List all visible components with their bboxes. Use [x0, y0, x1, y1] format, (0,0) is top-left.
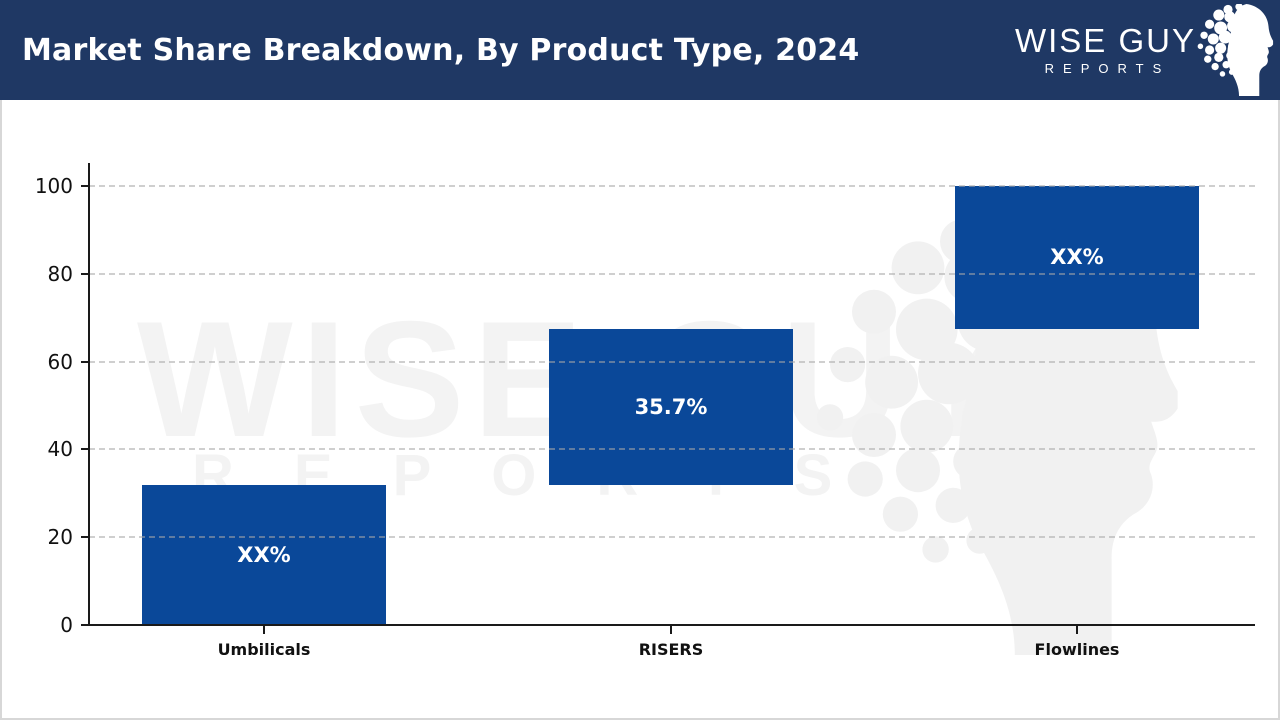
y-tick-mark: [81, 185, 89, 187]
y-tick-mark: [81, 360, 89, 363]
gridline: [89, 272, 1255, 275]
bar-umbilicals: XX%: [142, 485, 386, 625]
x-tick-label: Flowlines: [1034, 640, 1120, 659]
bar-risers: 35.7%: [549, 328, 793, 486]
x-tick-mark: [1076, 626, 1078, 634]
wise-guy-reports-logo: WISE GUY REPORTS: [1015, 0, 1274, 100]
y-tick-label: 40: [47, 437, 73, 462]
x-tick-mark: [263, 626, 265, 634]
y-tick-mark: [81, 448, 89, 451]
x-axis-line: [88, 624, 1255, 626]
gridline: [89, 536, 1255, 539]
logo-subtitle: REPORTS: [1044, 61, 1171, 76]
y-tick-label: 80: [47, 261, 73, 286]
header-banner: Market Share Breakdown, By Product Type,…: [0, 0, 1280, 100]
y-tick-label: 0: [60, 613, 73, 637]
y-tick-label: 20: [47, 525, 73, 550]
bar-value-label: XX%: [237, 543, 291, 568]
y-tick-mark: [81, 624, 89, 626]
bar-flowlines: XX%: [955, 186, 1199, 329]
gridline: [89, 448, 1255, 451]
y-tick-mark: [81, 536, 89, 539]
bar-value-label: 35.7%: [634, 395, 708, 420]
x-tick-mark: [670, 626, 672, 634]
logo-wordmark: WISE GUY: [1014, 22, 1196, 59]
y-axis-line: [88, 163, 90, 626]
x-tick-label: Umbilicals: [217, 640, 311, 659]
x-tick-label: RISERS: [638, 640, 704, 659]
gridline: [89, 360, 1255, 363]
bar-value-label: XX%: [1050, 245, 1104, 270]
chart-title: Market Share Breakdown, By Product Type,…: [22, 32, 860, 68]
y-tick-label: 60: [47, 349, 73, 374]
gridline: [89, 185, 1255, 187]
y-tick-mark: [81, 272, 89, 275]
y-tick-label: 100: [34, 174, 73, 198]
logo-wordmark-block: WISE GUY REPORTS: [1014, 22, 1196, 77]
